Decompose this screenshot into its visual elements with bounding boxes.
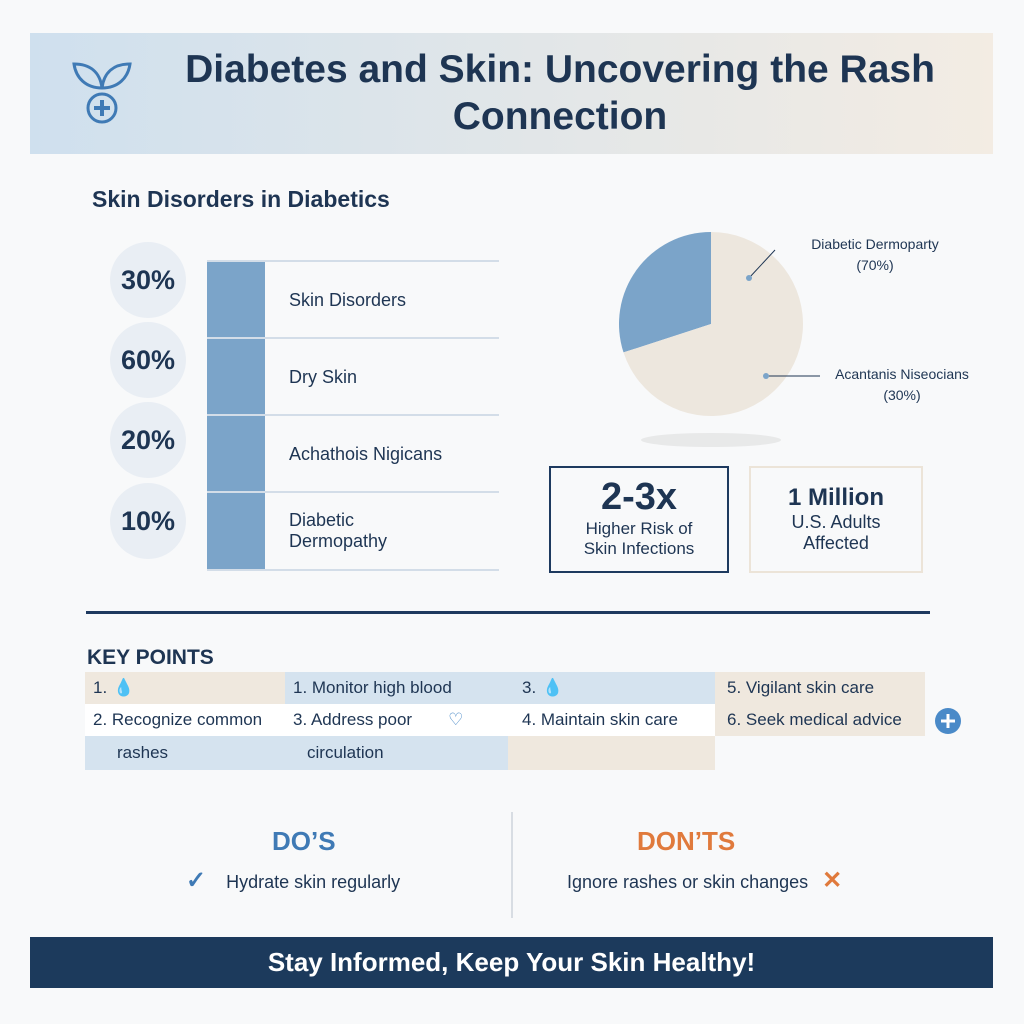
stat-value: 1 Million: [788, 484, 884, 511]
dos-title: DO’S: [272, 826, 336, 856]
divider: [511, 812, 513, 918]
page-title: Diabetes and Skin: Uncovering the Rash C…: [185, 48, 935, 138]
key-cell: circulation: [285, 736, 508, 770]
disorder-row: Achathois Nigicans: [207, 414, 499, 492]
key-text: circulation: [307, 743, 384, 762]
disorder-label: Achathois Nigicans: [289, 443, 443, 464]
donts-item: Ignore rashes or skin changes ✕: [567, 867, 843, 894]
key-text: 1. Monitor high blood: [293, 678, 452, 697]
section-title: Skin Disorders in Diabetics: [92, 186, 390, 212]
key-cell: 4. Maintain skin care: [508, 704, 715, 736]
key-text: 2. Recognize common: [93, 710, 263, 729]
disorder-label: Dry Skin: [289, 366, 358, 387]
disorder-label: Skin Disorders: [289, 289, 407, 310]
key-text: 3.: [522, 678, 537, 697]
key-points-title: KEY POINTS: [87, 646, 214, 669]
stat-label: Higher Risk of Skin Infections: [583, 519, 695, 558]
key-text: 3. Address poor: [293, 710, 413, 729]
plus-icon: [935, 708, 961, 734]
stat-label: U.S. Adults Affected: [791, 512, 881, 553]
pie-value-label: (30%): [883, 387, 920, 403]
key-cell: rashes: [85, 736, 285, 770]
disorder-row: Diabetic Dermopathy: [207, 491, 499, 571]
percent-badge: 10%: [110, 483, 186, 559]
key-text: 5. Vigilant skin care: [727, 678, 875, 697]
percent-badge: 60%: [110, 322, 186, 398]
pie-label: Acantanis Niseocians: [835, 366, 969, 382]
pie-value-label: (70%): [856, 257, 893, 273]
disorder-row: Dry Skin: [207, 337, 499, 415]
dos-item: ✓ Hydrate skin regularly: [186, 867, 401, 894]
footer: Stay Informed, Keep Your Skin Healthy!: [30, 937, 993, 988]
disorder-row: Skin Disorders: [207, 260, 499, 338]
disorder-label: Diabetic Dermopathy: [289, 510, 388, 551]
stat-value: 2-3x: [600, 476, 678, 518]
key-cell: 3. Address poor ♡: [285, 704, 508, 736]
key-cell: 5. Vigilant skin care: [715, 672, 925, 704]
pie-slice: [623, 232, 803, 416]
pie-label: Diabetic Dermoparty: [811, 236, 939, 252]
pie-chart: Diabetic Dermoparty (70%) Acantanis Nise…: [619, 232, 969, 447]
key-cell: 6. Seek medical advice: [715, 704, 925, 736]
percent-badge: 20%: [110, 402, 186, 478]
key-cell: 2. Recognize common: [85, 704, 285, 736]
key-cell: 1. Monitor high blood: [285, 672, 508, 704]
donts-title: DON’TS: [637, 826, 736, 856]
key-cell: [508, 736, 715, 770]
dos-text: Hydrate skin regularly: [226, 872, 401, 892]
divider: [86, 611, 930, 614]
donts-text: Ignore rashes or skin changes: [567, 872, 809, 892]
key-text: 6. Seek medical advice: [727, 710, 902, 729]
key-cell: 1. 💧: [85, 672, 285, 704]
key-text: 1.: [93, 678, 108, 697]
key-cell: 3. 💧: [508, 672, 715, 704]
pie-slice: [619, 232, 711, 353]
key-text: 4. Maintain skin care: [522, 710, 678, 729]
key-text: rashes: [117, 743, 169, 762]
header-band: [30, 33, 993, 154]
stat-box: 1 Million U.S. Adults Affected: [749, 466, 923, 573]
percent-badge: 30%: [110, 242, 186, 318]
stat-box: 2-3x Higher Risk of Skin Infections: [549, 466, 729, 573]
logo-icon: [72, 62, 132, 124]
